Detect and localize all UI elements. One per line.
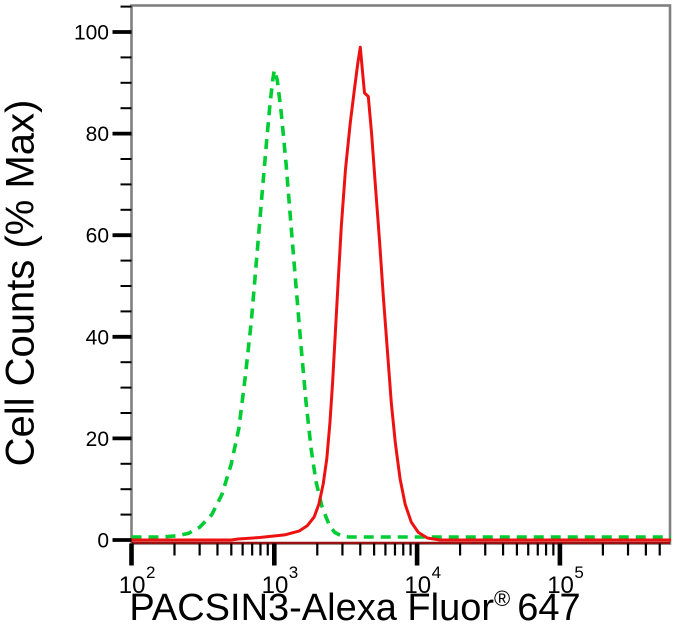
series-group bbox=[131, 45, 671, 542]
x-tick-label-1e4: 10 4 bbox=[404, 563, 441, 599]
y-tick-label-40: 40 bbox=[86, 326, 109, 349]
y-axis-title: Cell Counts (% Max) bbox=[0, 99, 43, 467]
y-tick-label-20: 20 bbox=[86, 428, 109, 451]
x-tick-label-base: 10 bbox=[547, 572, 574, 599]
x-tick-label-1e5: 10 5 bbox=[547, 563, 584, 599]
y-tick-label-60: 60 bbox=[86, 225, 109, 248]
x-tick-label-base: 10 bbox=[404, 572, 431, 599]
y-tick-label-0: 0 bbox=[97, 530, 109, 553]
x-tick-label-base: 10 bbox=[119, 572, 146, 599]
x-axis-title-main: PACSIN3-Alexa Fluor bbox=[129, 587, 494, 627]
y-axis-ticks bbox=[112, 5, 132, 542]
series-PACSIN3-Alexa-Fluor-647 bbox=[131, 45, 671, 542]
x-tick-label-exponent: 2 bbox=[146, 563, 155, 582]
y-tick-label-80: 80 bbox=[86, 123, 109, 146]
x-tick-label-1e2: 10 2 bbox=[119, 563, 156, 599]
x-axis-title-suffix: 647 bbox=[517, 587, 581, 627]
y-axis-tick-labels: 0 20 40 60 80 100 bbox=[74, 22, 109, 553]
x-axis-tick-labels: 10 2 10 3 10 4 10 5 bbox=[119, 563, 584, 599]
x-tick-label-exponent: 3 bbox=[289, 563, 298, 582]
x-axis-ticks bbox=[129, 543, 661, 566]
x-tick-label-base: 10 bbox=[262, 572, 289, 599]
x-tick-label-exponent: 5 bbox=[574, 563, 583, 582]
plot-frame bbox=[130, 4, 672, 545]
x-axis-title: PACSIN3-Alexa Fluor® 647 bbox=[125, 586, 585, 627]
y-tick-label-100: 100 bbox=[74, 22, 109, 45]
x-tick-label-1e3: 10 3 bbox=[262, 563, 299, 599]
series-negative-control bbox=[131, 68, 671, 539]
x-tick-label-exponent: 4 bbox=[432, 563, 441, 582]
registered-trademark-symbol: ® bbox=[494, 586, 511, 611]
